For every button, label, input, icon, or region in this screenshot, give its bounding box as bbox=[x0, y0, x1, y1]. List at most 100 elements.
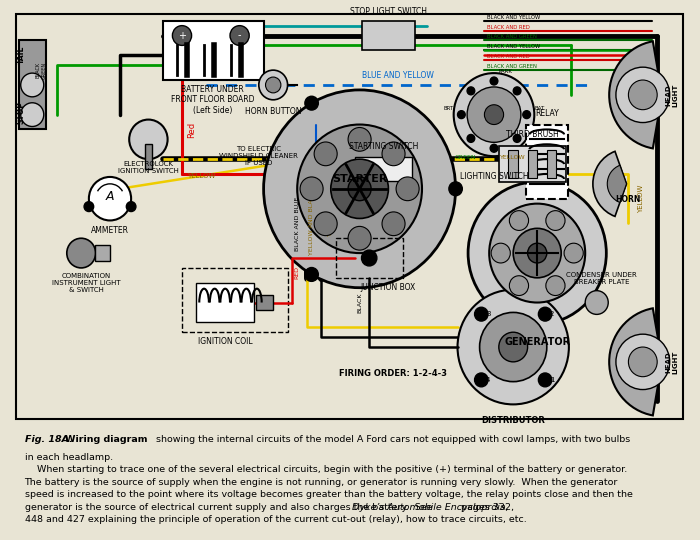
Point bbox=[525, 180, 533, 187]
Point bbox=[356, 186, 364, 192]
Text: +: + bbox=[178, 31, 186, 40]
Text: TAIL: TAIL bbox=[17, 46, 26, 64]
Text: Wiring diagram: Wiring diagram bbox=[65, 435, 148, 444]
Circle shape bbox=[230, 25, 249, 45]
Point bbox=[525, 136, 533, 143]
Text: STARTER: STARTER bbox=[332, 174, 387, 184]
Text: BLACK AND GREEN: BLACK AND GREEN bbox=[487, 35, 537, 39]
Circle shape bbox=[510, 276, 528, 295]
Circle shape bbox=[546, 276, 565, 295]
Circle shape bbox=[314, 142, 337, 166]
Line: 2 pts: 2 pts bbox=[346, 189, 360, 213]
Point bbox=[237, 42, 245, 49]
Circle shape bbox=[468, 182, 606, 325]
Circle shape bbox=[467, 87, 521, 143]
Circle shape bbox=[348, 177, 371, 201]
Circle shape bbox=[382, 142, 405, 166]
Text: -: - bbox=[238, 31, 242, 40]
Circle shape bbox=[348, 127, 371, 151]
Point bbox=[328, 186, 337, 192]
Bar bbox=[499, 146, 566, 182]
Circle shape bbox=[513, 134, 521, 143]
Point bbox=[173, 72, 181, 78]
Text: BLACK AND RED: BLACK AND RED bbox=[487, 54, 530, 59]
Text: BLACK: BLACK bbox=[357, 293, 362, 313]
Bar bbox=[256, 295, 273, 310]
Text: 3: 3 bbox=[486, 311, 491, 317]
Bar bbox=[528, 150, 537, 178]
Text: generator is the source of electrical current supply and also charges the batter: generator is the source of electrical cu… bbox=[25, 503, 435, 512]
Point bbox=[200, 42, 209, 49]
Text: BLUE AND YELLOW: BLUE AND YELLOW bbox=[362, 71, 434, 80]
Text: When starting to trace one of the several electrical circuits, begin with the po: When starting to trace one of the severa… bbox=[25, 465, 626, 475]
Circle shape bbox=[331, 159, 388, 219]
Point bbox=[356, 186, 364, 192]
Bar bbox=[547, 150, 556, 178]
Point bbox=[356, 186, 364, 192]
Circle shape bbox=[513, 87, 521, 95]
Circle shape bbox=[489, 204, 585, 302]
Text: BLACK AND BLUE: BLACK AND BLUE bbox=[295, 197, 300, 251]
Text: LIGHTING SWITCH: LIGHTING SWITCH bbox=[460, 172, 528, 181]
Circle shape bbox=[475, 307, 488, 321]
Circle shape bbox=[130, 119, 167, 159]
Point bbox=[533, 228, 541, 234]
Circle shape bbox=[305, 267, 318, 281]
Text: STOP LIGHT SWITCH: STOP LIGHT SWITCH bbox=[350, 6, 427, 16]
Point bbox=[560, 180, 568, 187]
Text: DISTRIBUTOR: DISTRIBUTOR bbox=[482, 416, 545, 426]
Point bbox=[227, 42, 235, 49]
Circle shape bbox=[513, 228, 561, 278]
Text: BLACK AND YELLOW: BLACK AND YELLOW bbox=[487, 15, 540, 19]
Circle shape bbox=[314, 212, 337, 235]
Text: HEAD
LIGHT: HEAD LIGHT bbox=[665, 350, 678, 374]
Line: 2 pts: 2 pts bbox=[346, 165, 360, 189]
Wedge shape bbox=[608, 165, 626, 202]
Text: BLACK AND YELLOW: BLACK AND YELLOW bbox=[487, 44, 540, 49]
Point bbox=[342, 161, 351, 168]
Circle shape bbox=[265, 77, 281, 93]
Text: CONDENSER UNDER
BREAKER PLATE: CONDENSER UNDER BREAKER PLATE bbox=[566, 272, 637, 285]
Bar bbox=[94, 245, 110, 261]
Circle shape bbox=[454, 73, 534, 156]
Circle shape bbox=[172, 25, 192, 45]
Circle shape bbox=[629, 80, 657, 110]
Text: Dyke’s Automobile Encycloprdia,: Dyke’s Automobile Encycloprdia, bbox=[352, 503, 509, 512]
Point bbox=[356, 186, 364, 192]
Point bbox=[533, 250, 541, 256]
Point bbox=[369, 161, 377, 168]
Text: RELAY: RELAY bbox=[535, 109, 559, 118]
Circle shape bbox=[491, 243, 510, 263]
Point bbox=[560, 151, 568, 158]
Text: BLACK AND RED: BLACK AND RED bbox=[487, 25, 530, 30]
Text: YELLOW: YELLOW bbox=[638, 185, 644, 213]
Circle shape bbox=[396, 177, 419, 201]
Point bbox=[227, 72, 235, 78]
Bar bbox=[163, 21, 264, 80]
Text: STOP: STOP bbox=[17, 101, 26, 124]
Circle shape bbox=[564, 243, 583, 263]
Circle shape bbox=[21, 73, 44, 97]
Circle shape bbox=[484, 105, 503, 125]
Wedge shape bbox=[609, 41, 662, 148]
Text: HORN BUTTON: HORN BUTTON bbox=[245, 107, 302, 116]
Circle shape bbox=[616, 334, 670, 389]
Circle shape bbox=[84, 201, 94, 212]
Circle shape bbox=[538, 373, 552, 387]
Circle shape bbox=[467, 134, 475, 143]
Text: 448 and 427 explaining the principle of operation of the current cut-out (relay): 448 and 427 explaining the principle of … bbox=[25, 515, 526, 524]
Text: BATTERY UNDER
FRONT FLOOR BOARD
(Left Side): BATTERY UNDER FRONT FLOOR BOARD (Left Si… bbox=[171, 85, 255, 115]
Point bbox=[533, 250, 541, 256]
Text: A: A bbox=[106, 190, 114, 203]
Point bbox=[237, 72, 245, 78]
Circle shape bbox=[480, 313, 547, 382]
Text: Red: Red bbox=[187, 122, 196, 138]
Text: THIRD BRUSH: THIRD BRUSH bbox=[506, 130, 559, 139]
Text: RED: RED bbox=[295, 266, 300, 279]
Point bbox=[209, 42, 218, 49]
Point bbox=[183, 42, 191, 49]
Bar bbox=[335, 238, 402, 278]
Text: GENERATOR: GENERATOR bbox=[504, 337, 570, 347]
Circle shape bbox=[616, 67, 670, 123]
Circle shape bbox=[546, 211, 565, 231]
